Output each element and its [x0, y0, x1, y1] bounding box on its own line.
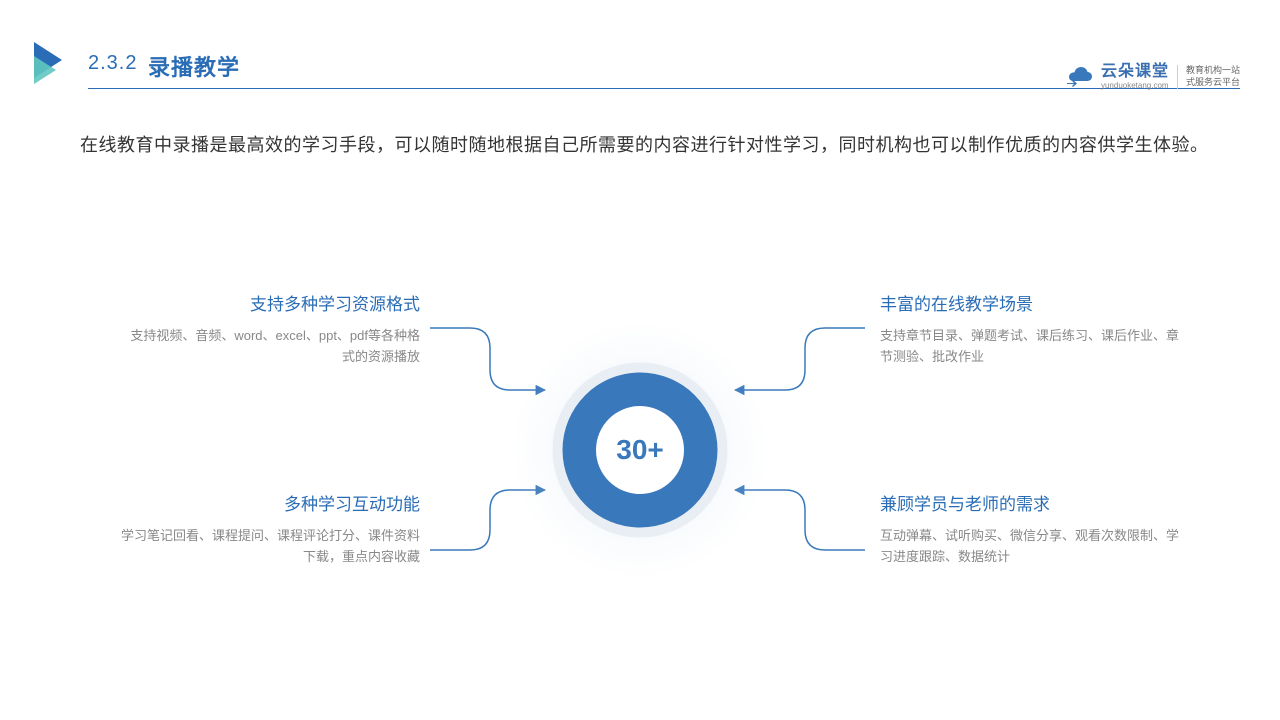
feature-diagram: 30+ 支持多种学习资源格式 支持视频、音频、word、excel、ppt、pd…	[0, 260, 1280, 640]
logo-name: 云朵课堂	[1101, 64, 1169, 80]
logo-tagline: 教育机构一站 式服务云平台	[1186, 65, 1240, 88]
feature-top-left: 支持多种学习资源格式 支持视频、音频、word、excel、ppt、pdf等各种…	[120, 290, 420, 368]
feature-bottom-left: 多种学习互动功能 学习笔记回看、课程提问、课程评论打分、课件资料下载，重点内容收…	[120, 490, 420, 568]
section-number: 2.3.2	[88, 52, 137, 75]
brand-logo: 云朵课堂 yunduoketang.com 教育机构一站 式服务云平台	[1065, 64, 1240, 90]
feature-desc: 支持章节目录、弹题考试、课后练习、课后作业、章节测验、批改作业	[880, 325, 1180, 368]
feature-bottom-right: 兼顾学员与老师的需求 互动弹幕、试听购买、微信分享、观看次数限制、学习进度跟踪、…	[880, 490, 1180, 568]
feature-top-right: 丰富的在线教学场景 支持章节目录、弹题考试、课后练习、课后作业、章节测验、批改作…	[880, 290, 1180, 368]
logo-url: yunduoketang.com	[1101, 82, 1169, 90]
intro-paragraph: 在线教育中录播是最高效的学习手段，可以随时随地根据自己所需要的内容进行针对性学习…	[80, 128, 1220, 162]
cloud-icon	[1065, 67, 1093, 87]
center-value: 30+	[616, 434, 664, 466]
feature-title: 支持多种学习资源格式	[120, 290, 420, 315]
feature-title: 多种学习互动功能	[120, 490, 420, 515]
feature-desc: 支持视频、音频、word、excel、ppt、pdf等各种格式的资源播放	[120, 325, 420, 368]
logo-divider	[1177, 65, 1178, 89]
feature-desc: 学习笔记回看、课程提问、课程评论打分、课件资料下载，重点内容收藏	[120, 525, 420, 568]
feature-desc: 互动弹幕、试听购买、微信分享、观看次数限制、学习进度跟踪、数据统计	[880, 525, 1180, 568]
section-title: 录播教学	[148, 50, 240, 82]
feature-title: 丰富的在线教学场景	[880, 290, 1180, 315]
feature-title: 兼顾学员与老师的需求	[880, 490, 1180, 515]
slide-header: 2.3.2 录播教学 云朵课堂 yunduoketang.com 教育机构一站 …	[0, 40, 1280, 96]
